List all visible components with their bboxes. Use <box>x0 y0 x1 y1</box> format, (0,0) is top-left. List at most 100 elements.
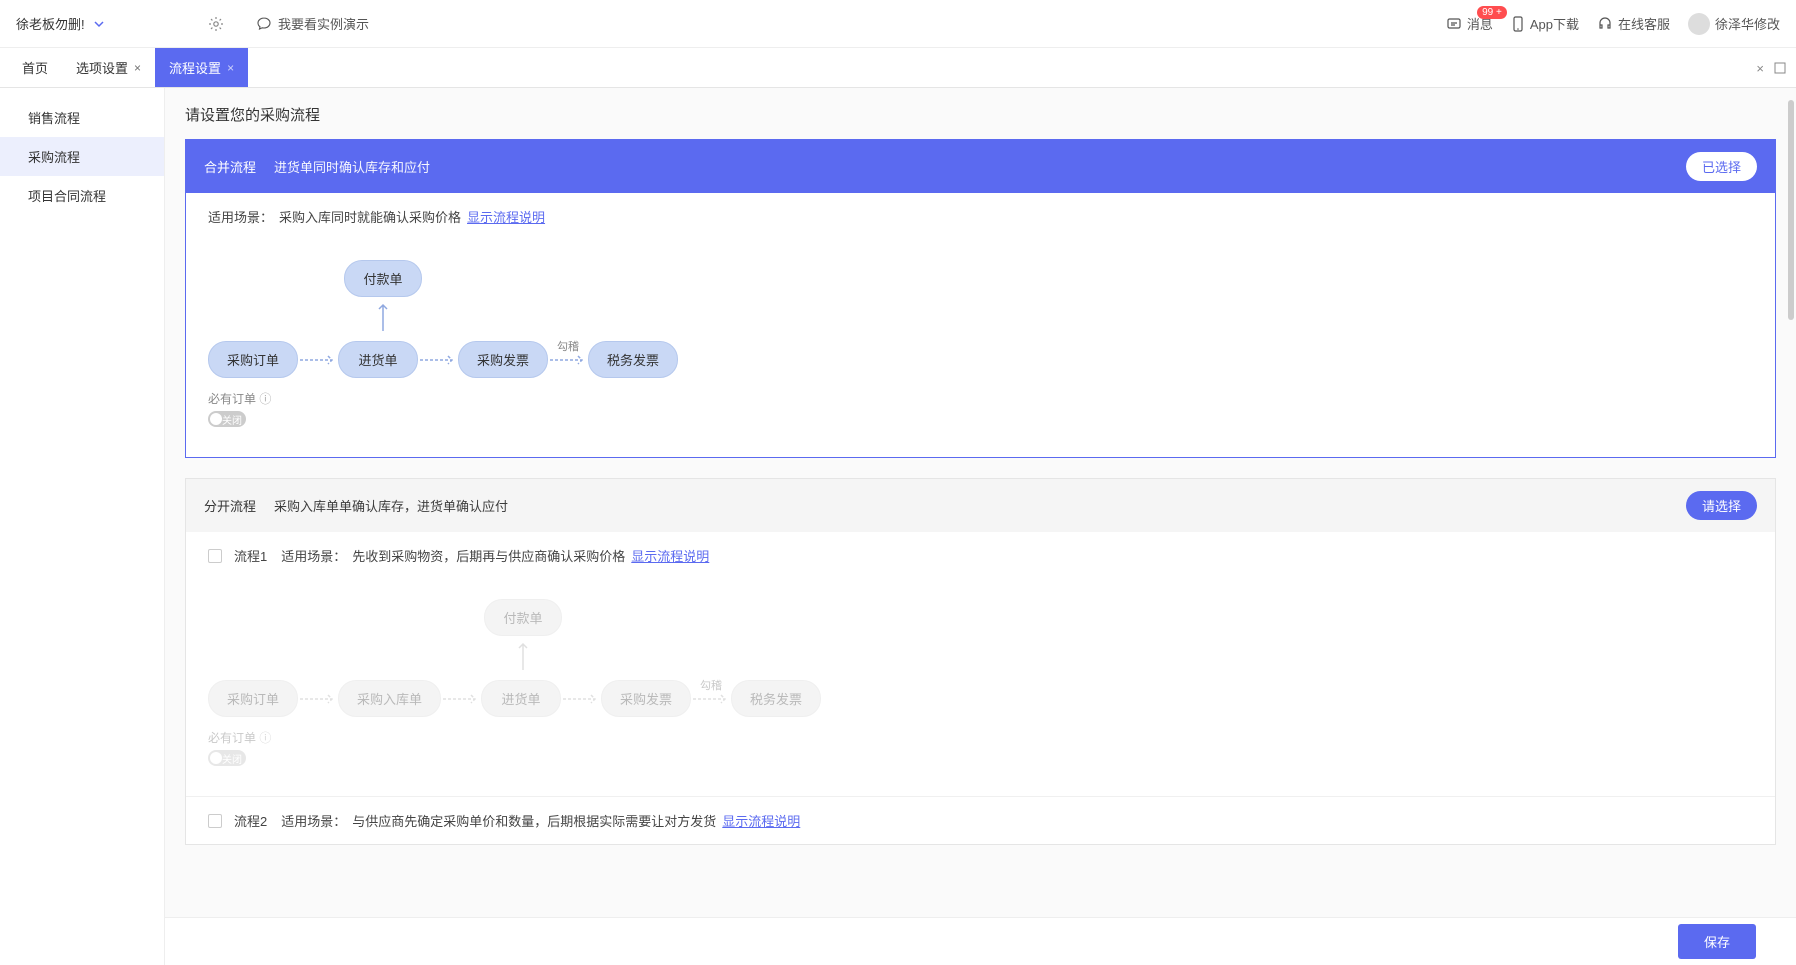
node-tax-invoice: 税务发票 <box>588 341 678 378</box>
avatar-icon <box>1688 13 1710 35</box>
arrow-right-icon <box>418 354 458 366</box>
arrow-right-icon: 勾稽 <box>691 693 731 705</box>
node-payment: 付款单 <box>344 260 421 297</box>
flow1-main-row: 采购订单 采购入库单 进货单 采购发票 勾稽 税务发票 <box>208 680 1753 717</box>
gear-icon[interactable] <box>208 16 224 32</box>
footer-bar: 保存 <box>165 917 1796 965</box>
arrow-right-icon <box>298 354 338 366</box>
merged-diagram: 付款单 采购订单 进货单 采购发票 <box>186 240 1775 457</box>
tab-option-label: 选项设置 <box>76 58 128 77</box>
org-name: 徐老板勿删! <box>16 14 85 33</box>
sidebar-item-sales[interactable]: 销售流程 <box>0 98 164 137</box>
headset-icon <box>1597 16 1613 32</box>
required-order-note: 必有订单 ⓘ 关闭 <box>208 390 1753 427</box>
flow2-scenario: 流程2 适用场景： 与供应商先确定采购单价和数量，后期根据实际需要让对方发货 显… <box>186 796 1775 844</box>
split-flow-subtitle: 采购入库单单确认库存，进货单确认应付 <box>274 496 508 515</box>
close-icon[interactable]: × <box>227 61 234 75</box>
arrow-right-icon <box>561 693 601 705</box>
arrow-right-icon <box>441 693 481 705</box>
tabs-row: 首页 选项设置 × 流程设置 × × <box>0 48 1796 88</box>
flow2-name: 流程2 <box>234 811 267 830</box>
node-inbound: 采购入库单 <box>338 680 441 717</box>
flow1-diagram: 付款单 采购订单 采购入库单 进货单 采购发票 勾稽 税务发票 <box>186 579 1775 796</box>
scenario-label: 适用场景： <box>208 207 273 226</box>
content-area: 请设置您的采购流程 合并流程 进货单同时确认库存和应付 已选择 适用场景： 采购… <box>165 88 1796 965</box>
messages-badge: 99 + <box>1477 6 1507 19</box>
merged-flow-title: 合并流程 <box>204 157 256 176</box>
close-icon[interactable]: × <box>134 61 141 75</box>
tab-flow-settings[interactable]: 流程设置 × <box>155 48 248 87</box>
message-icon <box>1446 16 1462 32</box>
page-title: 请设置您的采购流程 <box>185 104 1776 125</box>
demo-link-text: 我要看实例演示 <box>278 14 369 33</box>
node-tax-invoice: 税务发票 <box>731 680 821 717</box>
show-flow-link[interactable]: 显示流程说明 <box>631 546 709 565</box>
split-select-button[interactable]: 请选择 <box>1686 491 1757 520</box>
merged-flow-header: 合并流程 进货单同时确认库存和应付 已选择 <box>186 140 1775 193</box>
scenario-label: 适用场景： <box>281 546 346 565</box>
node-invoice: 采购发票 <box>601 680 691 717</box>
node-purchase-order: 采购订单 <box>208 680 298 717</box>
help-icon[interactable]: ⓘ <box>259 731 271 745</box>
tab-flow-label: 流程设置 <box>169 58 221 77</box>
online-service-button[interactable]: 在线客服 <box>1597 14 1670 33</box>
merged-main-row: 采购订单 进货单 采购发票 勾稽 税务发票 <box>208 341 1753 378</box>
close-all-icon[interactable]: × <box>1756 61 1764 76</box>
chevron-down-icon <box>93 18 105 30</box>
required-order-label: 必有订单 <box>208 731 256 745</box>
show-flow-link[interactable]: 显示流程说明 <box>722 811 800 830</box>
phone-icon <box>1511 16 1525 32</box>
node-receipt: 进货单 <box>481 680 561 717</box>
username: 徐泽华修改 <box>1715 14 1780 33</box>
split-flow-card: 分开流程 采购入库单单确认库存，进货单确认应付 请选择 流程1 适用场景： 先收… <box>185 478 1776 845</box>
messages-button[interactable]: 消息 99 + <box>1446 14 1493 33</box>
arrow-label: 勾稽 <box>557 338 579 354</box>
arrow-up-icon <box>377 301 389 331</box>
merged-flow-subtitle: 进货单同时确认库存和应付 <box>274 157 430 176</box>
arrow-label: 勾稽 <box>700 677 722 693</box>
flow1-required-order-note: 必有订单 ⓘ 关闭 <box>208 729 1753 766</box>
merged-select-button[interactable]: 已选择 <box>1686 152 1757 181</box>
tab-home-label: 首页 <box>22 58 48 77</box>
tab-home[interactable]: 首页 <box>8 48 62 87</box>
online-service-label: 在线客服 <box>1618 14 1670 33</box>
user-menu[interactable]: 徐泽华修改 <box>1688 13 1780 35</box>
sidebar-item-purchase[interactable]: 采购流程 <box>0 137 164 176</box>
sidebar-item-project[interactable]: 项目合同流程 <box>0 176 164 215</box>
app-download-button[interactable]: App下载 <box>1511 14 1579 33</box>
flow2-checkbox[interactable] <box>208 814 222 828</box>
node-receipt: 进货单 <box>338 341 418 378</box>
comment-icon <box>256 16 272 32</box>
flow1-required-order-toggle[interactable]: 关闭 <box>208 750 246 766</box>
split-flow-title: 分开流程 <box>204 496 256 515</box>
topbar-right: 消息 99 + App下载 在线客服 徐泽华修改 <box>1446 13 1780 35</box>
scenario-text: 采购入库同时就能确认采购价格 <box>279 207 461 226</box>
top-bar: 徐老板勿删! 我要看实例演示 消息 99 + App下载 <box>0 0 1796 48</box>
sidebar: 销售流程 采购流程 项目合同流程 <box>0 88 165 965</box>
scenario-label: 适用场景： <box>281 811 346 830</box>
node-purchase-order: 采购订单 <box>208 341 298 378</box>
arrow-right-icon <box>298 693 338 705</box>
merged-scenario: 适用场景： 采购入库同时就能确认采购价格 显示流程说明 <box>186 193 1775 240</box>
topbar-left: 徐老板勿删! 我要看实例演示 <box>16 14 369 33</box>
tabs-right-controls: × <box>1756 48 1786 88</box>
help-icon[interactable]: ⓘ <box>259 392 271 406</box>
main-layout: 销售流程 采购流程 项目合同流程 请设置您的采购流程 合并流程 进货单同时确认库… <box>0 88 1796 965</box>
demo-link[interactable]: 我要看实例演示 <box>256 14 369 33</box>
flow1-checkbox[interactable] <box>208 549 222 563</box>
save-button[interactable]: 保存 <box>1678 924 1756 959</box>
scrollbar-thumb[interactable] <box>1788 100 1794 320</box>
scenario-text: 先收到采购物资，后期再与供应商确认采购价格 <box>352 546 625 565</box>
arrow-up-icon <box>517 640 529 670</box>
node-payment: 付款单 <box>484 599 561 636</box>
required-order-toggle[interactable]: 关闭 <box>208 411 246 427</box>
tab-option-settings[interactable]: 选项设置 × <box>62 48 155 87</box>
arrow-right-icon: 勾稽 <box>548 354 588 366</box>
required-order-label: 必有订单 <box>208 392 256 406</box>
show-flow-link[interactable]: 显示流程说明 <box>467 207 545 226</box>
app-download-label: App下载 <box>1530 14 1579 33</box>
flow1-scenario: 流程1 适用场景： 先收到采购物资，后期再与供应商确认采购价格 显示流程说明 <box>186 532 1775 579</box>
org-selector[interactable]: 徐老板勿删! <box>16 14 196 33</box>
expand-icon[interactable] <box>1774 62 1786 74</box>
split-flow-header: 分开流程 采购入库单单确认库存，进货单确认应付 请选择 <box>186 479 1775 532</box>
